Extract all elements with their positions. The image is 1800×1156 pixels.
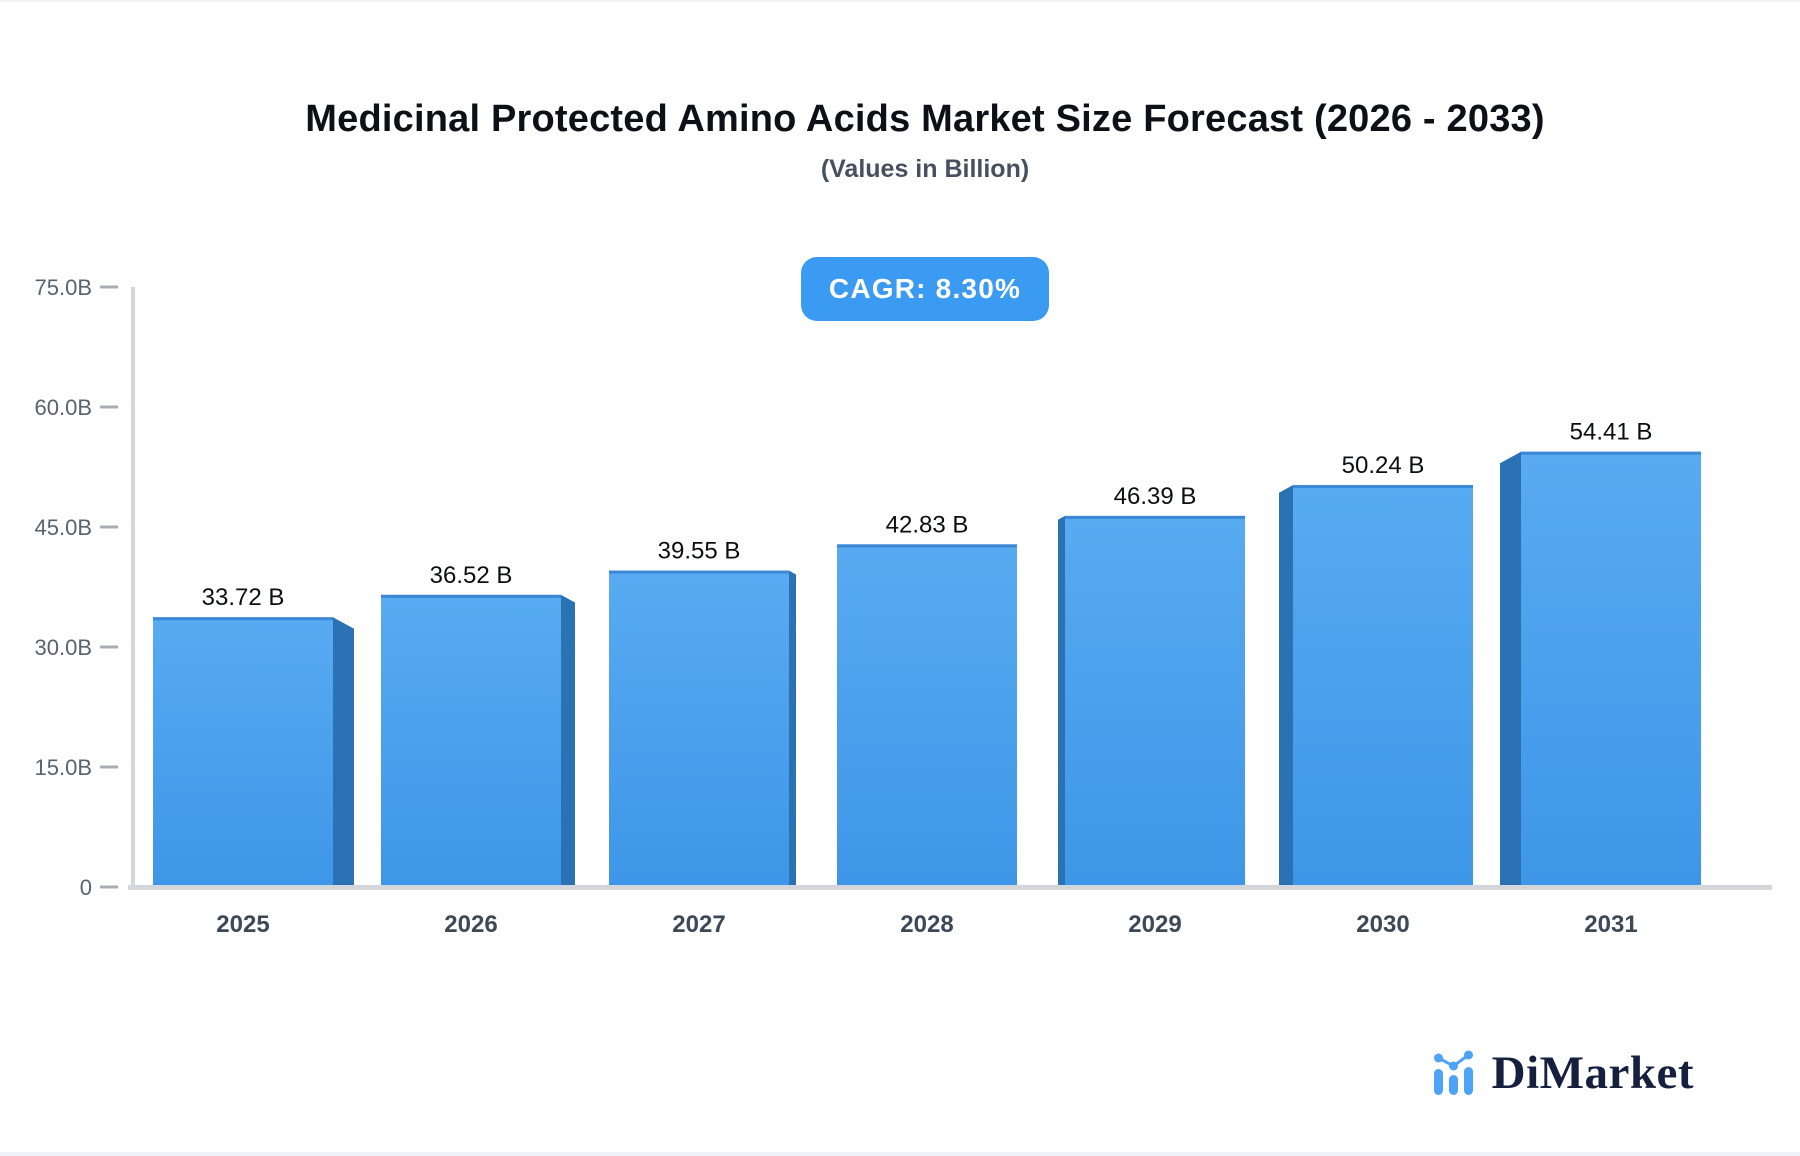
bar-body [609, 570, 789, 887]
cagr-badge: CAGR: 8.30% [800, 257, 1050, 321]
y-tick-label: 30.0B [35, 635, 93, 660]
bar-side-face [333, 617, 354, 887]
x-category-label: 2027 [672, 911, 725, 938]
bar-body [1521, 451, 1701, 887]
y-axis-line [131, 287, 135, 889]
brand-logo-text: DiMarket [1491, 1047, 1694, 1099]
y-tick-mark [100, 885, 118, 889]
bar-2025: 33.72 B 2025 [153, 584, 354, 938]
bar-top-edge [837, 544, 1017, 548]
bar-side-face [789, 570, 796, 887]
x-category-label: 2026 [444, 911, 497, 938]
bar-chart-logo-icon [1433, 1050, 1473, 1095]
chart-subtitle: (Values in Billion) [820, 155, 1030, 183]
x-category-label: 2030 [1356, 911, 1409, 938]
chart-title: Medicinal Protected Amino Acids Market S… [305, 98, 1545, 140]
bar-top-edge [1065, 515, 1245, 519]
bar-2029: 46.39 B 2029 [1058, 483, 1245, 938]
forecast-bar-chart: 0 15.0B 30.0B 45.0B 60.0B 75.0B 33.72 B 2025 36.… [35, 275, 1772, 938]
bar-side-face [1279, 485, 1293, 887]
y-tick-label: 75.0B [35, 275, 93, 300]
x-category-label: 2029 [1128, 911, 1181, 938]
bar-2028: 42.83 B 2028 [837, 511, 1017, 938]
y-tick-mark [100, 765, 118, 769]
bar-body [153, 617, 333, 887]
chart-header: Medicinal Protected Amino Acids Market S… [50, 2, 1800, 184]
bar-value-label: 42.83 B [886, 511, 969, 538]
bar-value-label: 50.24 B [1342, 452, 1425, 479]
bar-2027: 39.55 B 2027 [609, 538, 796, 938]
x-axis-line [128, 885, 1772, 890]
bar-side-face [1058, 515, 1065, 887]
y-tick-label: 60.0B [35, 395, 93, 420]
brand-logo: DiMarket [1431, 1046, 1694, 1100]
x-category-label: 2028 [900, 911, 953, 938]
bar-body [837, 544, 1017, 887]
y-tick-label: 0 [80, 875, 92, 900]
y-tick-mark [100, 645, 118, 649]
bar-value-label: 54.41 B [1570, 419, 1653, 446]
bar-value-label: 33.72 B [202, 584, 285, 611]
bar-top-edge [1521, 451, 1701, 455]
bar-value-label: 36.52 B [430, 562, 513, 589]
bar-value-label: 46.39 B [1114, 483, 1197, 510]
bar-side-face [561, 594, 575, 887]
x-category-label: 2031 [1584, 911, 1637, 938]
y-tick-label: 45.0B [35, 515, 93, 540]
bar-top-edge [609, 570, 789, 574]
y-tick-mark [100, 525, 118, 529]
bar-body [381, 594, 561, 887]
y-tick-label: 15.0B [35, 755, 93, 780]
bar-top-edge [153, 617, 333, 621]
bar-2030: 50.24 B 2030 [1279, 452, 1473, 938]
bar-body [1065, 515, 1245, 887]
bar-top-edge [381, 594, 561, 598]
bar-2031: 54.41 B 2031 [1500, 419, 1701, 938]
bar-2026: 36.52 B 2026 [381, 562, 575, 938]
bar-side-face [1500, 451, 1521, 887]
badge-row: CAGR: 8.30% [50, 257, 1800, 321]
bar-top-edge [1293, 485, 1473, 489]
x-category-label: 2025 [216, 911, 269, 938]
bar-body [1293, 485, 1473, 887]
y-tick-mark [100, 285, 118, 289]
y-tick-mark [100, 405, 118, 409]
bar-value-label: 39.55 B [658, 538, 741, 565]
